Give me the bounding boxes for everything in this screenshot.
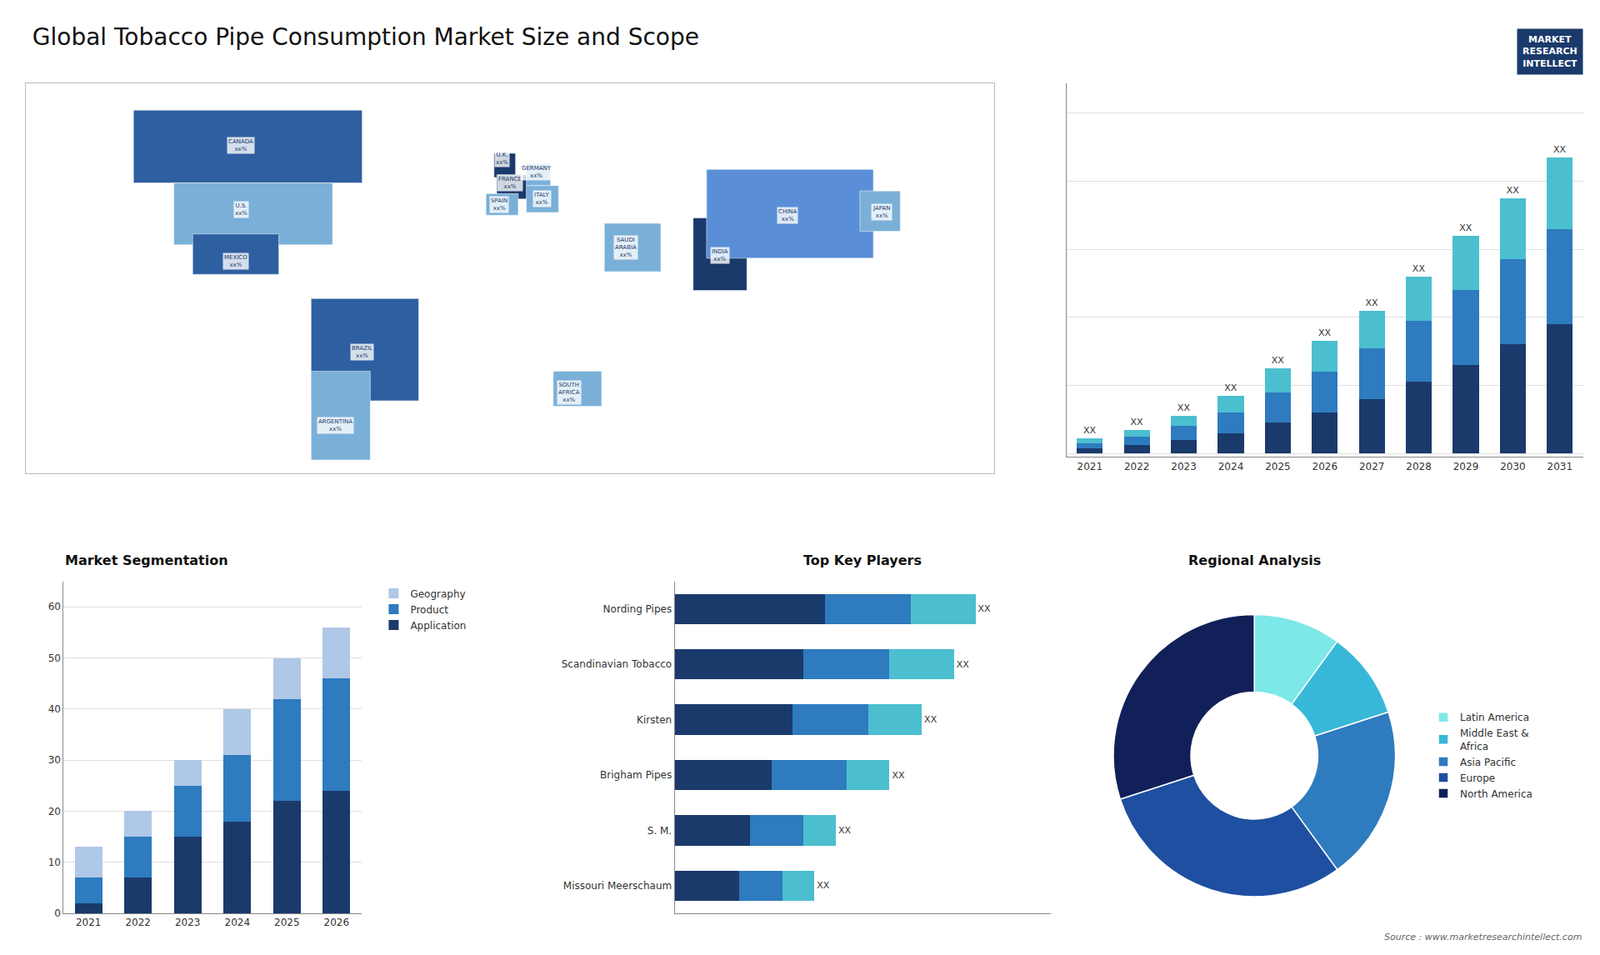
svg-text:GERMANYxx%: GERMANYxx%: [521, 165, 552, 180]
svg-text:2024: 2024: [1218, 460, 1245, 473]
svg-text:XX: XX: [1506, 185, 1520, 196]
svg-text:XX: XX: [1412, 263, 1426, 275]
svg-text:XX: XX: [1130, 416, 1144, 428]
svg-text:10: 10: [48, 856, 61, 869]
svg-text:40: 40: [48, 703, 61, 715]
svg-text:0: 0: [54, 907, 61, 920]
svg-text:Scandinavian Tobacco: Scandinavian Tobacco: [561, 658, 672, 670]
svg-text:JAPANxx%: JAPANxx%: [872, 205, 891, 220]
svg-text:XX: XX: [816, 880, 830, 891]
svg-text:INDIAxx%: INDIAxx%: [711, 248, 729, 263]
svg-text:Market Segmentation: Market Segmentation: [65, 552, 229, 569]
svg-text:2024: 2024: [224, 916, 250, 929]
svg-text:2026: 2026: [324, 916, 350, 929]
svg-text:U.K.xx%: U.K.xx%: [495, 151, 509, 166]
svg-text:2030: 2030: [1500, 460, 1526, 473]
svg-text:Geography: Geography: [410, 588, 465, 600]
svg-text:2026: 2026: [1312, 460, 1339, 473]
svg-text:BRAZILxx%: BRAZILxx%: [351, 345, 373, 360]
svg-text:SPAINxx%: SPAINxx%: [490, 197, 508, 212]
svg-text:50: 50: [48, 652, 61, 665]
svg-text:Product: Product: [410, 604, 449, 616]
svg-text:XX: XX: [891, 770, 905, 781]
svg-text:XX: XX: [1553, 144, 1567, 155]
svg-text:Source : www.marketresearchint: Source : www.marketresearchintellect.com: [1384, 931, 1582, 943]
svg-text:ARGENTINAxx%: ARGENTINAxx%: [318, 418, 353, 433]
svg-text:XX: XX: [956, 659, 970, 670]
svg-text:North America: North America: [1460, 788, 1533, 800]
svg-text:Kirsten: Kirsten: [636, 714, 672, 726]
svg-text:CHINAxx%: CHINAxx%: [778, 208, 797, 223]
svg-text:2025: 2025: [274, 916, 300, 929]
svg-text:Missouri Meerschaum: Missouri Meerschaum: [563, 880, 672, 892]
svg-text:2023: 2023: [1170, 460, 1197, 473]
svg-text:Top Key Players: Top Key Players: [803, 552, 922, 569]
svg-text:XX: XX: [978, 603, 992, 615]
svg-text:XX: XX: [1083, 425, 1097, 436]
svg-text:XX: XX: [1365, 297, 1379, 309]
svg-text:2021: 2021: [75, 916, 102, 929]
svg-text:XX: XX: [1459, 222, 1473, 234]
svg-text:MARKETRESEARCHINTELLECT: MARKETRESEARCHINTELLECT: [1522, 34, 1578, 70]
svg-text:FRANCExx%: FRANCExx%: [498, 175, 522, 190]
svg-text:XX: XX: [838, 825, 852, 836]
svg-text:CANADAxx%: CANADAxx%: [228, 138, 254, 153]
svg-text:XX: XX: [1318, 327, 1332, 339]
svg-text:2027: 2027: [1359, 460, 1385, 473]
svg-text:Application: Application: [410, 620, 466, 632]
svg-text:Middle East &Africa: Middle East &Africa: [1460, 727, 1530, 753]
svg-text:S. M.: S. M.: [647, 825, 672, 837]
svg-text:XX: XX: [1224, 382, 1238, 394]
svg-text:U.S.xx%: U.S.xx%: [235, 202, 248, 217]
svg-text:XX: XX: [1177, 402, 1191, 414]
svg-text:2022: 2022: [1124, 460, 1150, 473]
svg-text:Brigham Pipes: Brigham Pipes: [600, 769, 672, 781]
svg-text:Global Tobacco Pipe Consumptio: Global Tobacco Pipe Consumption Market S…: [32, 23, 700, 51]
svg-text:2028: 2028: [1405, 460, 1432, 473]
svg-text:MEXICOxx%: MEXICOxx%: [224, 254, 248, 269]
svg-text:XX: XX: [1271, 355, 1285, 366]
svg-text:2023: 2023: [175, 916, 201, 929]
svg-text:SOUTHAFRICAxx%: SOUTHAFRICAxx%: [558, 381, 580, 404]
svg-text:30: 30: [48, 754, 61, 766]
svg-text:Latin America: Latin America: [1460, 711, 1530, 724]
svg-text:Europe: Europe: [1460, 772, 1495, 785]
svg-text:20: 20: [48, 805, 61, 818]
svg-text:SAUDIARABIAxx%: SAUDIARABIAxx%: [615, 236, 637, 259]
svg-text:2029: 2029: [1453, 460, 1480, 473]
svg-text:2025: 2025: [1265, 460, 1291, 473]
svg-text:Asia Pacific: Asia Pacific: [1460, 756, 1516, 769]
svg-text:2021: 2021: [1077, 460, 1104, 473]
svg-text:XX: XX: [924, 714, 938, 725]
svg-text:Regional Analysis: Regional Analysis: [1188, 552, 1321, 569]
svg-text:2031: 2031: [1547, 460, 1574, 473]
svg-text:2022: 2022: [125, 916, 151, 929]
svg-text:Nording Pipes: Nording Pipes: [603, 603, 673, 615]
svg-text:ITALYxx%: ITALYxx%: [534, 191, 550, 206]
svg-text:60: 60: [48, 600, 61, 613]
